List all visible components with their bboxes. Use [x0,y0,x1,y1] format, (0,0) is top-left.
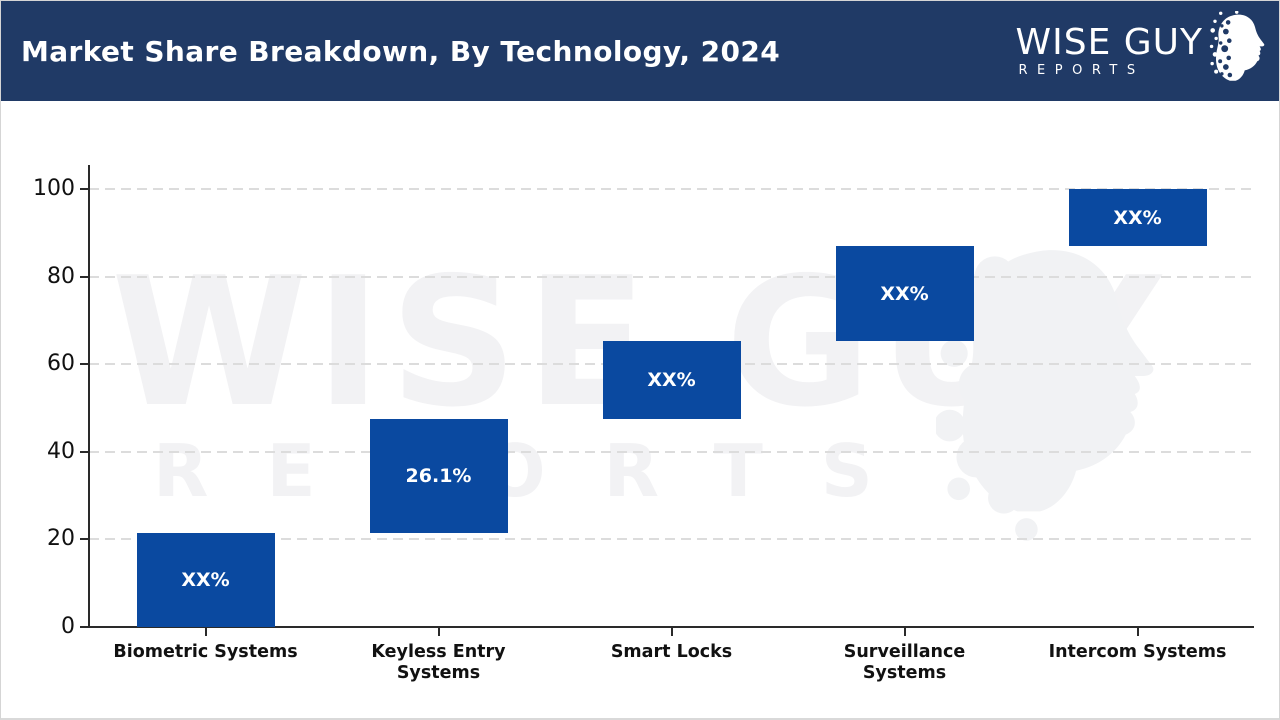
x-tick [903,628,906,636]
x-category-label: Keyless Entry Systems [371,642,506,683]
y-tick [80,188,88,191]
y-tick-label: 0 [61,614,75,639]
y-tick-label: 60 [47,351,75,377]
x-tick [437,628,440,636]
bar-value-label: XX% [880,282,929,305]
y-tick-label: 40 [47,438,75,464]
bar-value-label: XX% [181,568,230,591]
bar-value-label: XX% [1113,206,1162,229]
bar-keyless-entry-systems: 26.1% [369,418,508,533]
brand-subtitle: REPORTS [1018,63,1145,79]
brand-text: WISE GUY REPORTS [1015,21,1204,79]
x-tick [204,628,207,636]
y-tick [80,363,88,366]
page-title: Market Share Breakdown, By Technology, 2… [21,34,781,68]
y-gridline [89,450,1254,453]
bar-value-label: XX% [647,368,696,391]
x-axis [88,626,1254,628]
brand-name: WISE GUY [1015,21,1203,63]
brand-logo: WISE GUY REPORTS [1016,11,1270,91]
y-gridline [89,275,1254,278]
x-category-label: Intercom Systems [1048,642,1227,662]
y-tick-label: 100 [33,176,75,202]
x-category-label: Biometric Systems [113,642,298,662]
bar-value-label: 26.1% [405,464,472,487]
header: Market Share Breakdown, By Technology, 2… [1,1,1279,101]
y-tick-label: 80 [47,263,75,289]
x-category-label: Smart Locks [610,642,733,662]
x-tick [670,628,673,636]
wiseguy-head-icon [1209,11,1265,81]
y-tick-label: 20 [47,526,75,552]
y-tick [80,626,88,628]
y-tick [80,450,88,453]
x-category-label: Surveillance Systems [843,642,966,683]
bar-biometric-systems: XX% [136,532,275,627]
y-tick [80,275,88,278]
bar-smart-locks: XX% [602,341,741,419]
bar-intercom-systems: XX% [1068,189,1207,247]
watermark-text-secondary: REPORTS [153,429,931,513]
y-gridline [89,188,1254,191]
y-gridline [89,538,1254,541]
bar-surveillance-systems: XX% [835,246,974,342]
y-axis [88,165,90,628]
y-tick [80,538,88,541]
x-tick [1136,628,1139,636]
